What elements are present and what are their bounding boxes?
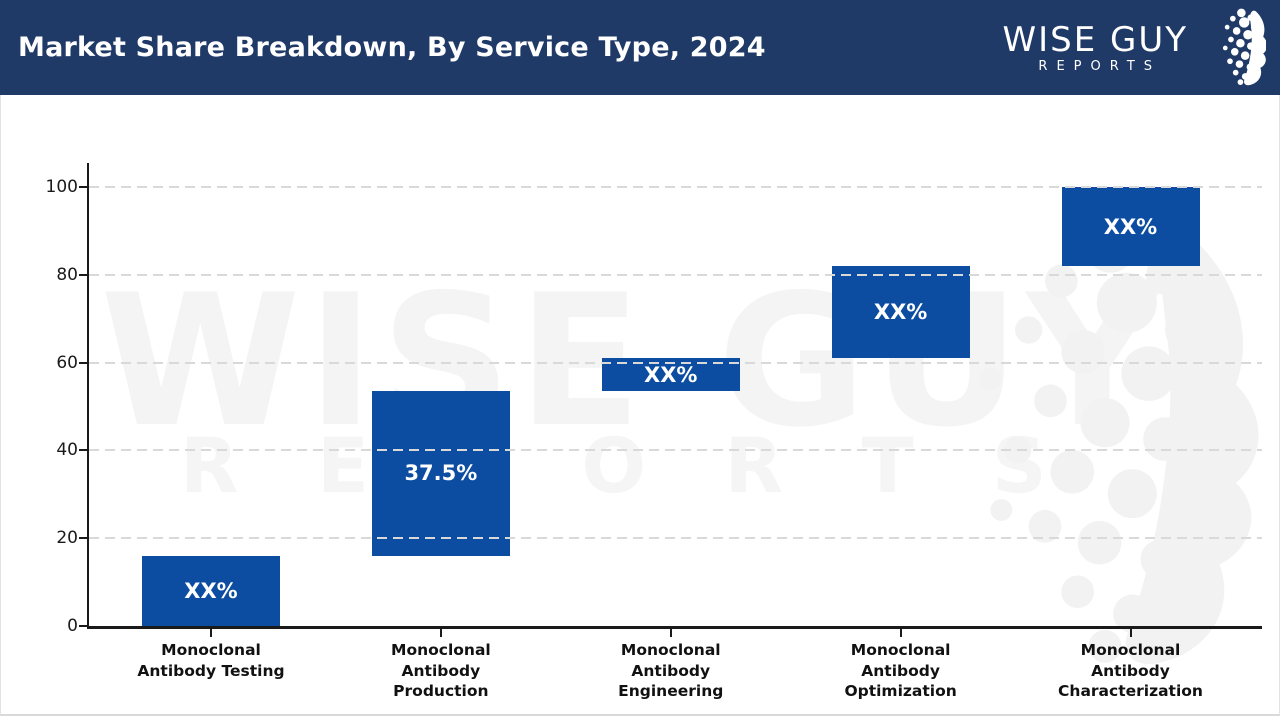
y-tick-label: 20 [56,528,78,549]
page-left-border [0,95,1,715]
y-tick-mark [79,186,88,188]
x-axis-line [87,626,1262,629]
bar-segment: 37.5% [371,391,510,556]
x-tick-mark [1129,629,1132,637]
category-label-line: Antibody [401,661,481,680]
logo-wordmark: WISE GUY REPORTS [1002,23,1188,73]
y-tick-label: 60 [56,352,78,373]
bar-value-label: XX% [873,300,928,325]
watermark-text-reports: R E P O R T S [180,421,1073,510]
gridline [89,361,1262,364]
x-tick-mark [899,629,902,637]
logo-reports-text: REPORTS [1038,58,1162,74]
category-label-line: Monoclonal [391,641,491,659]
y-tick-mark [79,625,88,627]
bar-value-label: XX% [184,578,238,603]
bar-value-label: XX% [1103,214,1158,239]
y-tick-label: 100 [45,177,78,197]
logo-dotted-face-icon [1222,8,1266,85]
bar-segment: XX% [142,555,280,626]
y-tick-label: 0 [67,616,78,636]
category-label-line: Antibody [1091,661,1170,680]
category-label-line: Monoclonal [161,641,261,659]
category-label-line: Antibody Testing [137,661,285,680]
gridline [89,449,1262,452]
y-tick-label: 40 [56,440,78,461]
category-label-line: Optimization [844,682,957,700]
y-axis-line [87,163,89,628]
y-tick-mark [79,361,88,364]
bar-segment: XX% [831,266,970,359]
category-label: Monoclonal Antibody Engineering [556,640,786,702]
bar-segment: XX% [1061,187,1200,267]
x-tick-mark [210,629,212,637]
bar-segment: XX% [601,358,740,392]
page-bottom-border [0,714,1280,716]
category-label: Monoclonal Antibody Characterization [1016,640,1246,702]
category-label-line: Monoclonal [620,641,721,659]
category-label-line: Production [393,682,489,700]
gridline [89,537,1262,540]
x-tick-mark [669,629,672,637]
category-label-line: Antibody [861,661,940,680]
category-label-line: Monoclonal [850,641,951,659]
gridline [89,273,1262,276]
bar-value-label: 37.5% [404,461,478,486]
category-label: Monoclonal Antibody Production [326,640,556,702]
bar-value-label: XX% [644,362,698,387]
y-tick-label: 80 [56,264,78,285]
category-label-line: Monoclonal [1080,641,1181,659]
header-bar: Market Share Breakdown, By Service Type,… [0,0,1280,95]
category-label: Monoclonal Antibody Testing [96,640,326,681]
y-tick-mark [79,449,88,452]
logo-name-text: WISE GUY [1002,19,1188,60]
x-tick-mark [439,629,442,637]
gridline [89,186,1262,188]
category-label-line: Antibody [631,661,711,680]
category-label: Monoclonal Antibody Optimization [786,640,1016,702]
y-tick-mark [79,273,88,276]
page-title: Market Share Breakdown, By Service Type,… [18,32,766,63]
y-tick-mark [79,537,88,540]
category-label-line: Engineering [618,682,724,700]
wise-guy-reports-logo: WISE GUY REPORTS [1002,6,1280,90]
category-label-line: Characterization [1058,682,1203,700]
